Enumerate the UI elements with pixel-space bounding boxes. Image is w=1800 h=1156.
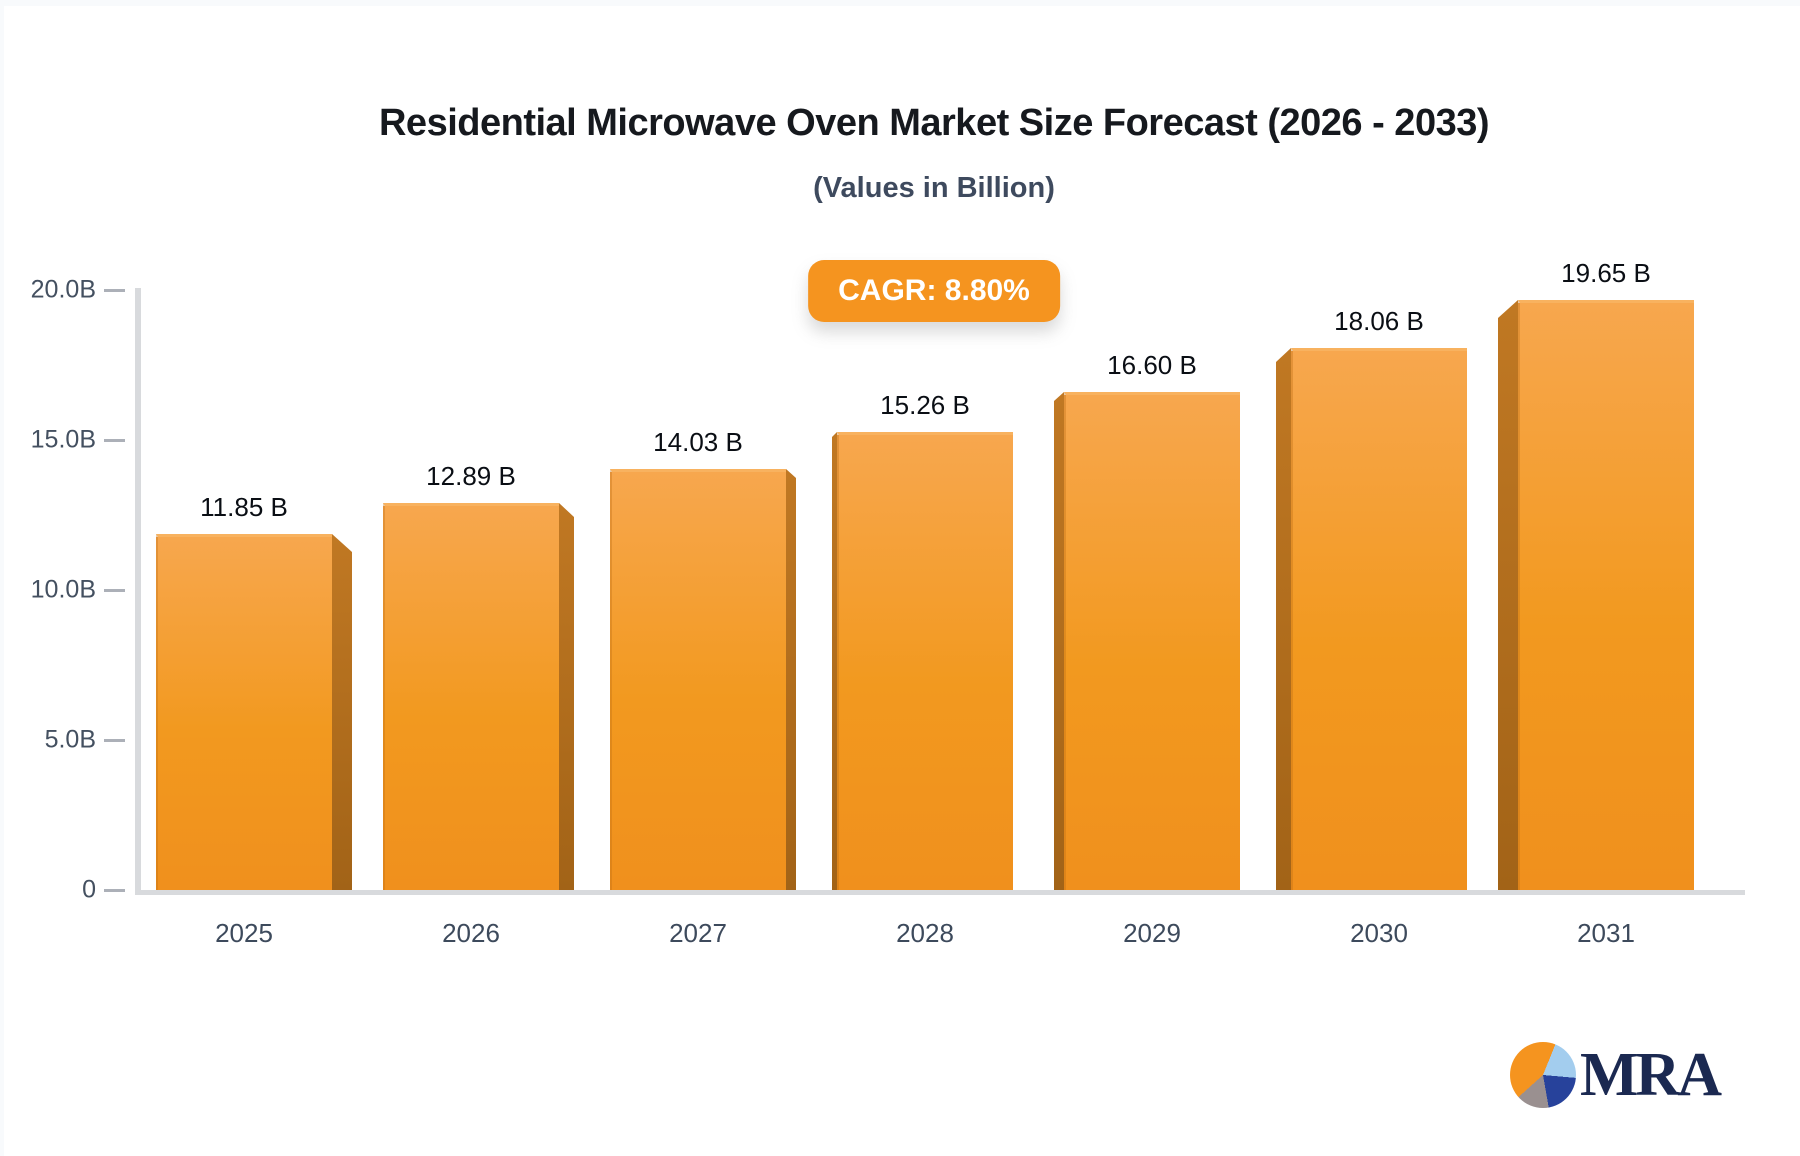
bar-side: [786, 469, 796, 890]
y-axis-label: 20.0B: [30, 275, 96, 304]
y-axis-line: [135, 288, 141, 895]
bar-face-2025: [156, 534, 332, 890]
bar-face-2028: [837, 432, 1013, 890]
bar-value-label: 15.26 B: [880, 390, 970, 420]
bar-side: [1498, 300, 1518, 890]
bar-face-2026: [383, 503, 559, 890]
chart-title: Residential Microwave Oven Market Size F…: [378, 102, 1490, 144]
y-axis-label: 5.0B: [44, 725, 96, 754]
bar-value-label: 14.03 B: [653, 427, 743, 457]
logo-text: MRA: [1580, 1041, 1722, 1109]
y-axis-label: 15.0B: [30, 425, 96, 454]
brand-logo: MRA: [1510, 1041, 1722, 1109]
x-axis-line: [135, 890, 1745, 895]
x-axis-label: 2030: [1350, 918, 1408, 948]
bar-side: [1054, 392, 1064, 890]
y-axis-label: 0: [82, 875, 96, 904]
bar-value-label: 16.60 B: [1107, 350, 1197, 380]
bar-side: [332, 534, 352, 890]
x-axis-label: 2028: [896, 918, 954, 948]
x-axis-label: 2029: [1123, 918, 1181, 948]
bar-value-label: 18.06 B: [1334, 306, 1424, 336]
bar-value-label: 19.65 B: [1561, 258, 1651, 288]
y-axis-label: 10.0B: [30, 575, 96, 604]
bar-face-2031: [1518, 300, 1694, 890]
bar-value-label: 11.85 B: [200, 492, 288, 522]
bar-value-label: 12.89 B: [426, 461, 516, 491]
bar-side: [559, 503, 574, 890]
x-axis-label: 2027: [669, 918, 727, 948]
y-axis-tick: [104, 889, 125, 892]
chart-subtitle: (Values in Billion): [813, 172, 1055, 204]
bar-side: [1276, 348, 1291, 890]
x-axis-label: 2025: [215, 918, 273, 948]
pie-chart-icon: [1510, 1042, 1576, 1108]
bar-face-2030: [1291, 348, 1467, 890]
y-axis-tick: [104, 289, 125, 292]
bar-face-2029: [1064, 392, 1240, 890]
bar-face-2027: [610, 469, 786, 890]
bar-side: [832, 432, 837, 890]
y-axis-tick: [104, 739, 125, 742]
y-axis-tick: [104, 589, 125, 592]
x-axis-label: 2031: [1577, 918, 1635, 948]
y-axis-tick: [104, 439, 125, 442]
cagr-badge: CAGR: 8.80%: [808, 260, 1060, 322]
x-axis-label: 2026: [442, 918, 500, 948]
